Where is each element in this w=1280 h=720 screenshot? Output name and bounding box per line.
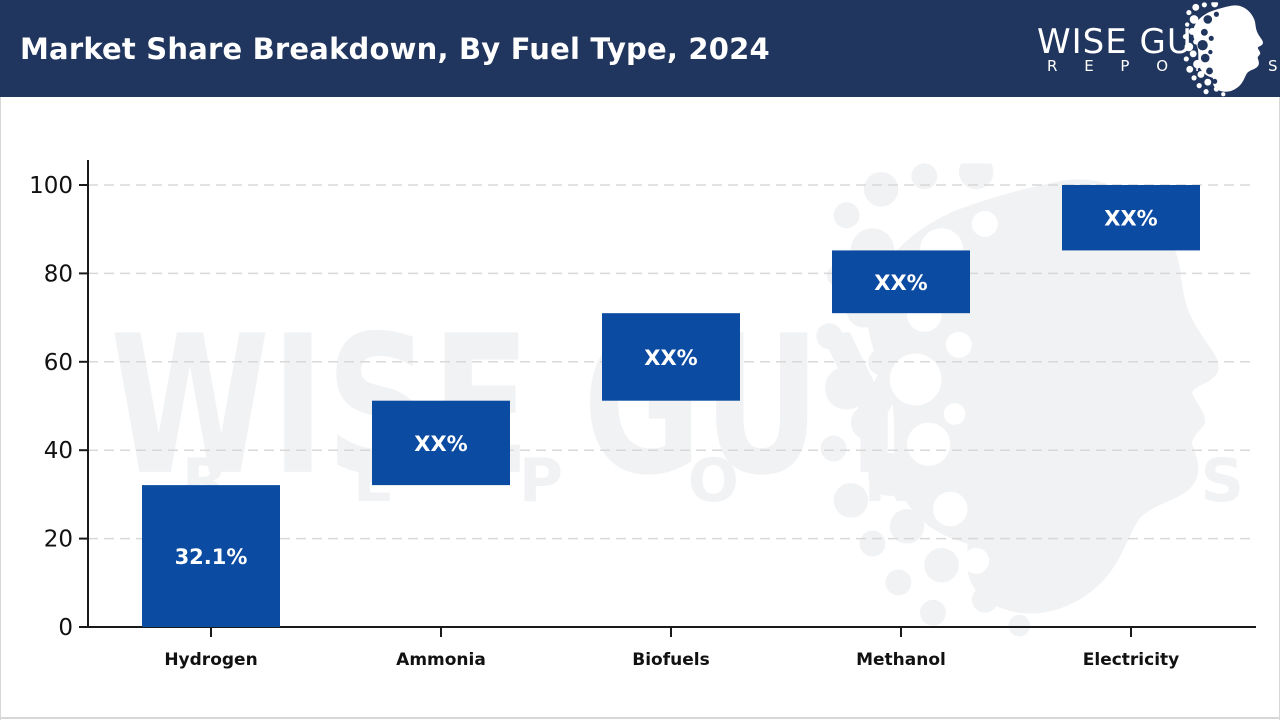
y-tick-label: 100: [29, 173, 73, 199]
bar-value-label: XX%: [874, 271, 927, 295]
x-tick-label: Ammonia: [396, 650, 486, 670]
logo-wiseguy-text: WISE GUY: [1037, 22, 1215, 62]
bar: [1062, 185, 1200, 251]
wise-guy-reports-logo: WISE GUY R E P O R T S: [990, 0, 1280, 97]
frame-border-bottom: [0, 717, 1280, 719]
bar-value-label: XX%: [414, 432, 467, 456]
watermark-wiseguy-text: WISE GUY: [110, 295, 928, 519]
bar: [602, 313, 740, 401]
x-tick-label: Biofuels: [632, 650, 709, 670]
x-tick-label: Electricity: [1083, 650, 1180, 670]
x-tick-label: Hydrogen: [164, 650, 257, 670]
y-tick-label: 80: [44, 261, 73, 287]
bar-value-label: XX%: [1104, 207, 1157, 231]
y-tick-label: 20: [44, 527, 73, 553]
y-tick-label: 40: [44, 438, 73, 464]
page-title: Market Share Breakdown, By Fuel Type, 20…: [20, 31, 770, 66]
y-tick-label: 0: [58, 615, 73, 641]
header-banner: Market Share Breakdown, By Fuel Type, 20…: [0, 0, 1280, 97]
bar-value-label: XX%: [644, 346, 697, 370]
bar: [832, 250, 970, 314]
frame-border-left: [0, 97, 1, 720]
x-tick-label: Methanol: [856, 650, 946, 670]
bar-value-label: 32.1%: [175, 545, 248, 569]
bar: [372, 400, 510, 486]
y-tick-label: 60: [44, 350, 73, 376]
bar: [142, 485, 280, 627]
logo-head-icon: [1182, 2, 1268, 97]
